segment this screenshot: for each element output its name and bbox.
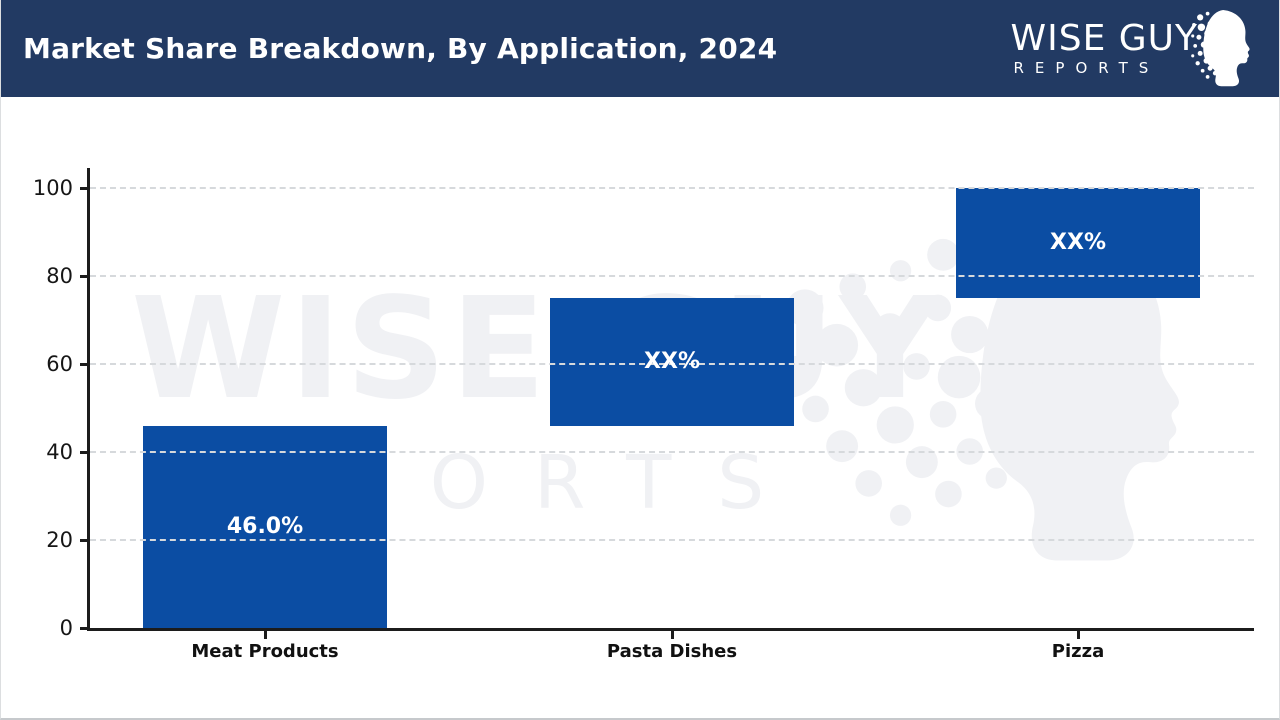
y-tick-label: 60 xyxy=(46,352,73,376)
y-tick-label: 100 xyxy=(32,176,73,200)
bar xyxy=(143,425,387,628)
x-axis-label: Pizza xyxy=(1051,641,1105,662)
chart-title: Market Share Breakdown, By Application, … xyxy=(23,32,778,65)
logo-subtitle: REPORTS xyxy=(1013,59,1160,77)
y-tick-mark xyxy=(80,363,88,366)
gridline xyxy=(90,363,1254,365)
logo-wordmark: WISE GUY xyxy=(1010,18,1198,59)
x-axis-label: Meat Products xyxy=(191,641,339,662)
gridline xyxy=(90,187,1254,189)
y-tick-label: 80 xyxy=(46,264,73,288)
x-tick-mark xyxy=(1077,630,1080,639)
gridline xyxy=(90,451,1254,453)
bar-value-label: XX% xyxy=(644,348,700,374)
y-tick-label: 40 xyxy=(46,440,73,464)
wiseguy-face-icon xyxy=(1191,9,1250,86)
y-tick-mark xyxy=(80,275,88,278)
bar xyxy=(550,298,794,426)
gridline xyxy=(90,539,1254,541)
bar-value-label: XX% xyxy=(1050,230,1106,255)
y-tick-mark xyxy=(80,627,88,630)
logo-text: WISE GUY REPORTS xyxy=(1011,21,1199,76)
x-tick-mark xyxy=(264,630,267,639)
gridline xyxy=(90,275,1254,277)
y-tick-mark xyxy=(80,539,88,542)
y-tick-label: 20 xyxy=(46,528,73,552)
y-axis-line xyxy=(87,168,90,630)
header-banner: Market Share Breakdown, By Application, … xyxy=(1,0,1279,97)
x-axis-line xyxy=(87,628,1254,631)
x-tick-mark xyxy=(671,630,674,639)
bar-value-label: 46.0% xyxy=(226,513,304,539)
y-tick-mark xyxy=(80,187,88,190)
y-tick-mark xyxy=(80,451,88,454)
y-tick-label: 0 xyxy=(59,616,73,640)
wiseguy-logo: WISE GUY REPORTS xyxy=(1011,8,1252,90)
x-axis-label: Pasta Dishes xyxy=(606,641,738,662)
